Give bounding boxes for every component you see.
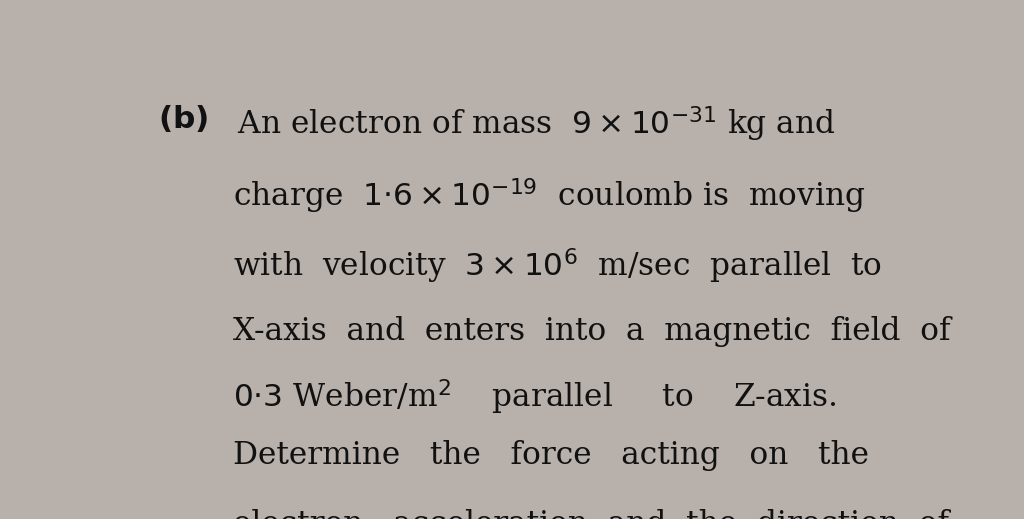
Text: X-axis  and  enters  into  a  magnetic  field  of: X-axis and enters into a magnetic field … xyxy=(232,316,950,347)
Text: $0{\cdot}3$ Weber/m$^{2}$    parallel     to    Z-axis.: $0{\cdot}3$ Weber/m$^{2}$ parallel to Z-… xyxy=(232,378,837,417)
Text: Determine   the   force   acting   on   the: Determine the force acting on the xyxy=(232,440,868,471)
Text: An electron of mass  $9 \times 10^{-31}$ kg and: An electron of mass $9 \times 10^{-31}$ … xyxy=(209,104,837,144)
Text: electron,  acceleration  and  the  direction  of: electron, acceleration and the direction… xyxy=(232,508,949,519)
Text: charge  $1{\cdot}6 \times 10^{-19}$  coulomb is  moving: charge $1{\cdot}6 \times 10^{-19}$ coulo… xyxy=(232,176,865,216)
Text: with  velocity  $3 \times 10^{6}$  m/sec  parallel  to: with velocity $3 \times 10^{6}$ m/sec pa… xyxy=(232,246,882,285)
Text: $\mathbf{(b)}$: $\mathbf{(b)}$ xyxy=(158,104,209,135)
